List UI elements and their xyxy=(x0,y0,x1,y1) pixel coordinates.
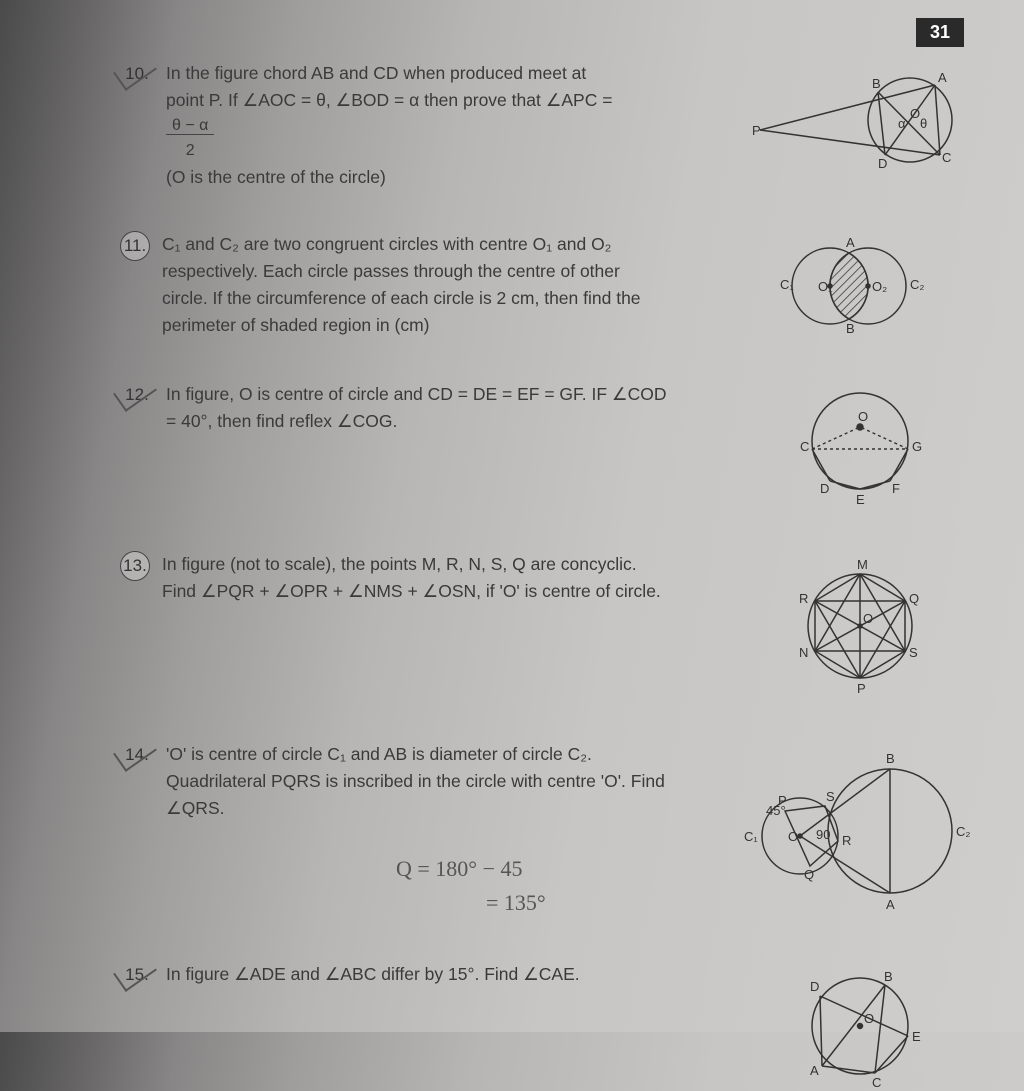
svg-text:D: D xyxy=(810,979,819,994)
svg-text:O: O xyxy=(910,106,920,121)
q14-svg: B A C₁ C₂ O P S R Q 45° 90 xyxy=(730,741,970,921)
svg-text:A: A xyxy=(846,235,855,250)
q15-svg: D B E C A O xyxy=(780,961,940,1091)
question-15: 15. In figure ∠ADE and ∠ABC differ by 15… xyxy=(120,961,970,1091)
svg-text:R: R xyxy=(842,833,851,848)
svg-text:F: F xyxy=(892,481,900,496)
svg-text:D: D xyxy=(878,156,887,171)
q12-number: 12. xyxy=(120,381,154,409)
svg-text:N: N xyxy=(799,645,808,660)
q11-svg: A B C₁ C₂ O₁ O₂ xyxy=(760,231,960,341)
q11-line1: C₁ and C₂ are two congruent circles with… xyxy=(162,234,611,254)
svg-text:P: P xyxy=(752,123,761,138)
q12-figure: O C D E F G xyxy=(750,381,970,511)
q11-figure: A B C₁ C₂ O₁ O₂ xyxy=(750,231,970,341)
svg-text:D: D xyxy=(820,481,829,496)
q11-line4: perimeter of shaded region in (cm) xyxy=(162,315,429,335)
svg-text:45°: 45° xyxy=(766,803,786,818)
svg-text:θ: θ xyxy=(920,116,927,131)
question-14: 14. 'O' is centre of circle C₁ and AB is… xyxy=(120,741,970,921)
q10-fraction: θ − α 2 xyxy=(166,114,214,164)
q14-figure: B A C₁ C₂ O P S R Q 45° 90 xyxy=(730,741,970,921)
svg-text:90: 90 xyxy=(816,827,830,842)
svg-text:C₂: C₂ xyxy=(910,277,924,292)
svg-text:O₂: O₂ xyxy=(872,279,887,294)
q13-svg: M R Q N S P O xyxy=(775,551,945,701)
q11-line3: circle. If the circumference of each cir… xyxy=(162,288,641,308)
svg-text:B: B xyxy=(886,751,895,766)
q14-line2: Quadrilateral PQRS is inscribed in the c… xyxy=(166,771,665,791)
svg-text:M: M xyxy=(857,557,868,572)
q14-line3: ∠QRS. xyxy=(166,798,224,818)
svg-text:E: E xyxy=(912,1029,921,1044)
q10-frac-bot: 2 xyxy=(180,142,201,159)
q12-text: In figure, O is centre of circle and CD … xyxy=(166,381,738,435)
svg-text:A: A xyxy=(810,1063,819,1078)
q14-handwriting: Q = 180° − 45 = 135° xyxy=(396,852,708,920)
svg-text:P: P xyxy=(857,681,866,696)
question-10: 10. In the figure chord AB and CD when p… xyxy=(120,60,970,191)
svg-text:A: A xyxy=(938,70,947,85)
q14-hand2: = 135° xyxy=(486,890,546,915)
q10-frac-top: θ − α xyxy=(166,117,214,135)
q14-text: 'O' is centre of circle C₁ and AB is dia… xyxy=(166,741,718,921)
svg-text:C₁: C₁ xyxy=(744,829,758,844)
q13-line1: In figure (not to scale), the points M, … xyxy=(162,554,637,574)
svg-text:B: B xyxy=(884,969,893,984)
q10-line1: In the figure chord AB and CD when produ… xyxy=(166,63,586,83)
svg-text:E: E xyxy=(856,492,865,507)
q12-line1: In figure, O is centre of circle and CD … xyxy=(166,384,667,404)
q11-number: 11. xyxy=(120,231,150,261)
svg-text:O: O xyxy=(863,611,873,626)
q12-line2: = 40°, then find reflex ∠COG. xyxy=(166,411,397,431)
q14-hand1: Q = 180° − 45 xyxy=(396,856,523,881)
q12-svg: O C D E F G xyxy=(770,381,950,511)
svg-text:C: C xyxy=(872,1075,881,1090)
svg-text:O: O xyxy=(788,829,798,844)
q10-svg: P B A C D O α θ xyxy=(750,60,970,190)
svg-text:B: B xyxy=(846,321,855,336)
q10-line3: (O is the centre of the circle) xyxy=(166,167,386,187)
svg-text:R: R xyxy=(799,591,808,606)
svg-text:Q: Q xyxy=(909,591,919,606)
q11-line2: respectively. Each circle passes through… xyxy=(162,261,620,281)
q15-line1: In figure ∠ADE and ∠ABC differ by 15°. F… xyxy=(166,964,580,984)
q13-figure: M R Q N S P O xyxy=(750,551,970,701)
q15-text: In figure ∠ADE and ∠ABC differ by 15°. F… xyxy=(166,961,738,988)
svg-text:α: α xyxy=(898,116,906,131)
svg-text:C: C xyxy=(800,439,809,454)
q11-text: C₁ and C₂ are two congruent circles with… xyxy=(162,231,738,340)
svg-text:A: A xyxy=(886,897,895,912)
question-12: 12. In figure, O is centre of circle and… xyxy=(120,381,970,511)
svg-text:O₁: O₁ xyxy=(818,279,833,294)
q13-text: In figure (not to scale), the points M, … xyxy=(162,551,738,605)
svg-text:G: G xyxy=(912,439,922,454)
svg-text:C₁: C₁ xyxy=(780,277,794,292)
svg-text:S: S xyxy=(909,645,918,660)
svg-text:C₂: C₂ xyxy=(956,824,970,839)
q13-line2: Find ∠PQR + ∠OPR + ∠NMS + ∠OSN, if 'O' i… xyxy=(162,581,661,601)
q10-number: 10. xyxy=(120,60,154,88)
q14-number: 14. xyxy=(120,741,154,769)
svg-text:S: S xyxy=(826,789,835,804)
svg-text:B: B xyxy=(872,76,881,91)
q15-number: 15. xyxy=(120,961,154,989)
svg-text:C: C xyxy=(942,150,951,165)
q14-line1: 'O' is centre of circle C₁ and AB is dia… xyxy=(166,744,592,764)
q10-text: In the figure chord AB and CD when produ… xyxy=(166,60,738,191)
page-content: 10. In the figure chord AB and CD when p… xyxy=(60,0,1000,1032)
question-11: 11. C₁ and C₂ are two congruent circles … xyxy=(120,231,970,341)
q13-number: 13. xyxy=(120,551,150,581)
q10-line2: point P. If ∠AOC = θ, ∠BOD = α then prov… xyxy=(166,90,612,110)
q15-figure: D B E C A O xyxy=(750,961,970,1091)
svg-text:O: O xyxy=(864,1011,874,1026)
q10-figure: P B A C D O α θ xyxy=(750,60,970,190)
svg-text:O: O xyxy=(858,409,868,424)
svg-text:Q: Q xyxy=(804,867,814,882)
question-13: 13. In figure (not to scale), the points… xyxy=(120,551,970,701)
